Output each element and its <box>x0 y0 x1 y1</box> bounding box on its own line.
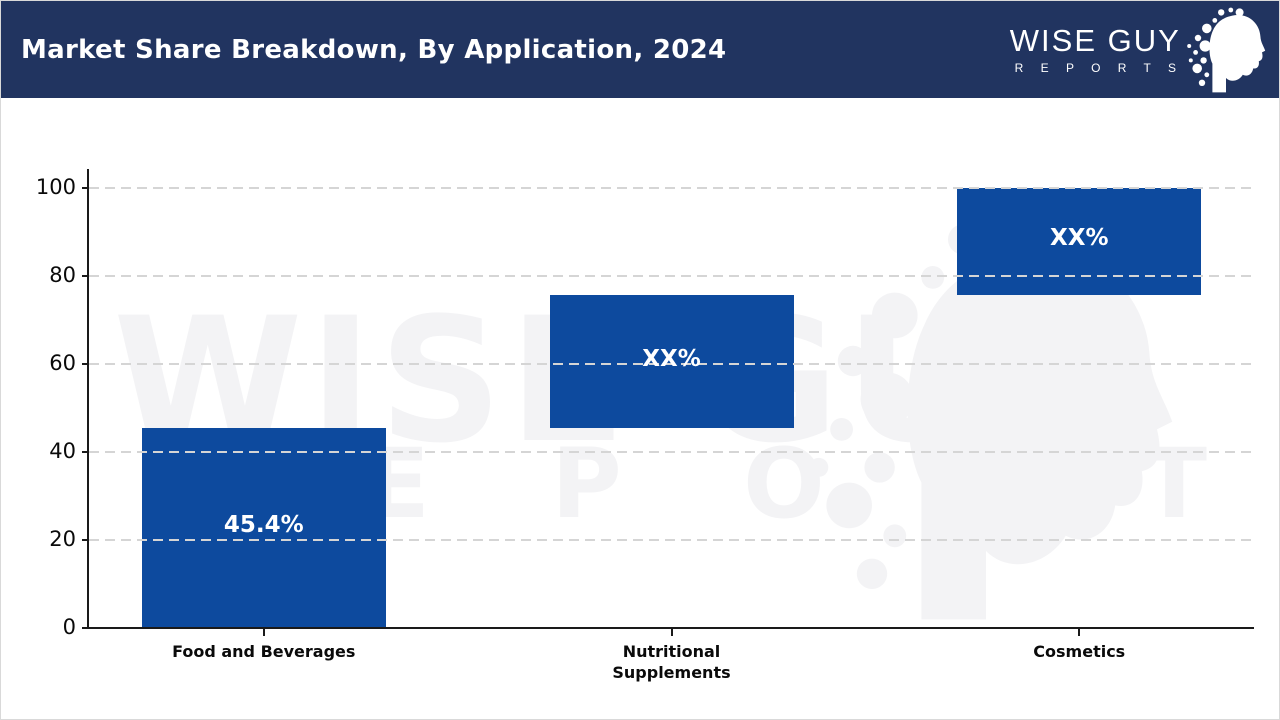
x-tick-1 <box>262 629 265 636</box>
category-label-3: Cosmetics <box>1033 642 1126 661</box>
bar-label-2: XX% <box>642 345 701 372</box>
chart-area: WISE GUY R E P O R T S 02040608010045.4%… <box>1 98 1279 719</box>
wise-guy-logo: WISE GUY R E P O R T S <box>1008 6 1267 94</box>
axis-spine-y <box>87 169 89 629</box>
y-tick-60 <box>82 363 89 365</box>
y-tick-label-20: 20 <box>49 527 76 551</box>
bar-1 <box>141 428 386 628</box>
axis-spine-x <box>87 627 1254 629</box>
y-tick-20 <box>82 539 89 541</box>
logo-head-icon <box>1187 7 1266 92</box>
gridline-40 <box>89 451 1254 453</box>
logo-wordmark-line1: WISE GUY <box>1009 22 1181 58</box>
bar-3 <box>957 188 1202 295</box>
bar-label-3: XX% <box>1049 225 1109 252</box>
header: Market Share Breakdown, By Application, … <box>1 1 1279 98</box>
gridline-20 <box>89 539 1254 541</box>
category-label-1: Food and Beverages <box>172 642 356 661</box>
y-tick-label-0: 0 <box>62 615 76 639</box>
bar-2 <box>549 294 794 429</box>
y-tick-label-80: 80 <box>49 263 76 287</box>
x-tick-2 <box>670 629 673 636</box>
gridline-80 <box>89 275 1254 277</box>
gridline-100 <box>89 187 1254 189</box>
chart-title: Market Share Breakdown, By Application, … <box>21 34 727 65</box>
logo-wordmark-line2: R E P O R T S <box>1014 60 1183 75</box>
x-tick-3 <box>1078 629 1081 636</box>
bar-label-1: 45.4% <box>223 512 304 539</box>
y-tick-80 <box>82 275 89 277</box>
y-tick-label-40: 40 <box>49 439 76 463</box>
gridline-60 <box>89 363 1254 365</box>
y-tick-label-100: 100 <box>35 175 76 199</box>
y-tick-100 <box>82 187 89 189</box>
logo-wordmark: WISE GUY R E P O R T S <box>1008 25 1183 75</box>
category-label-2: Nutritional Supplements <box>612 642 731 682</box>
y-tick-0 <box>82 627 89 629</box>
y-tick-label-60: 60 <box>49 351 76 375</box>
y-tick-40 <box>82 451 89 453</box>
